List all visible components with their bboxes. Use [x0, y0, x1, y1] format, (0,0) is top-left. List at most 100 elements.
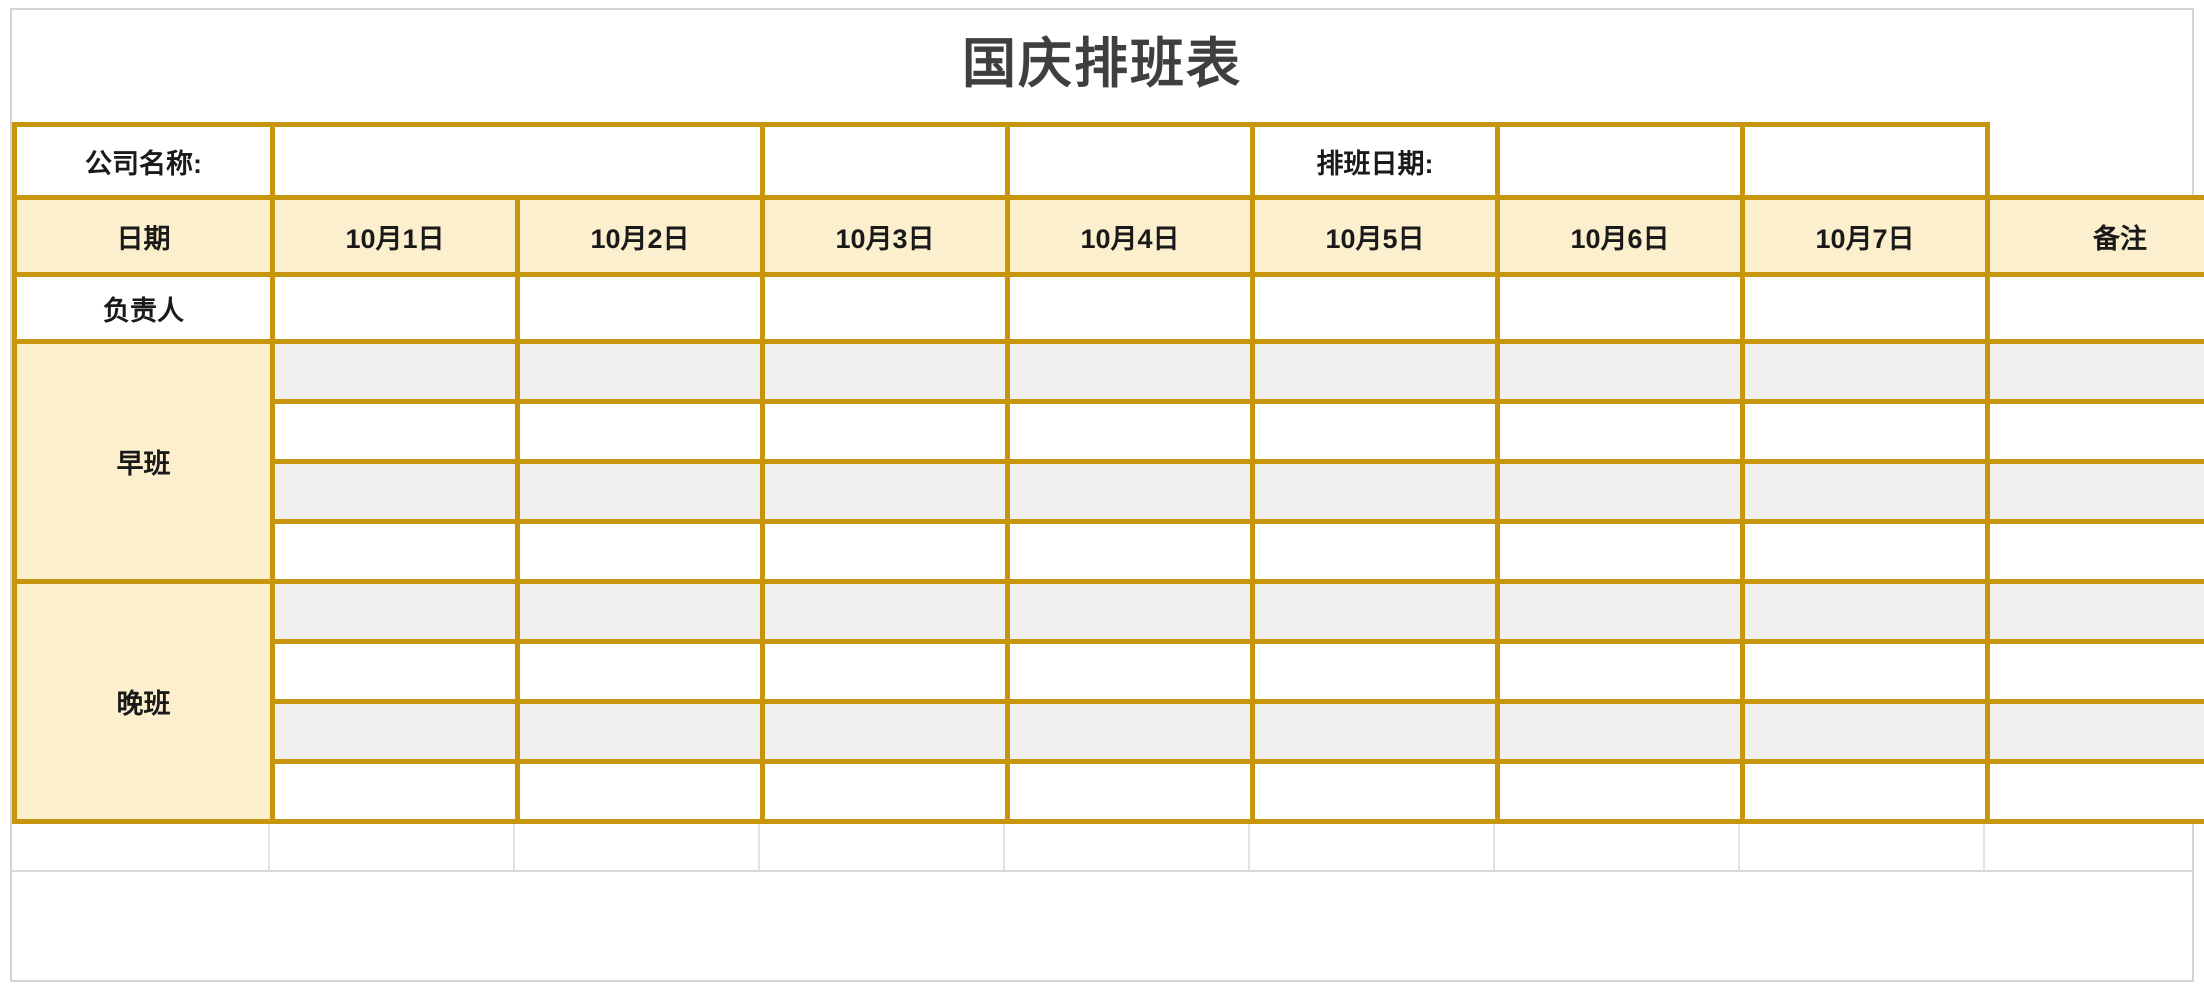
shift-cell[interactable] — [1985, 519, 2204, 584]
shift-cell[interactable] — [1740, 759, 1990, 824]
schedule-date-input[interactable] — [1495, 122, 1745, 200]
shift-cell[interactable] — [515, 399, 765, 464]
shift-cell[interactable] — [270, 459, 520, 524]
shift-cell[interactable] — [515, 699, 765, 764]
shift-cell[interactable] — [1495, 639, 1745, 704]
shift-cell[interactable] — [1495, 459, 1745, 524]
owner-row-label: 负责人 — [12, 272, 275, 344]
table-row — [15, 459, 2204, 524]
shift-cell[interactable] — [1250, 339, 1500, 404]
company-name-label: 公司名称: — [12, 122, 275, 200]
table-row — [15, 699, 2204, 764]
shift-cell[interactable] — [270, 639, 520, 704]
shift-cell[interactable] — [1250, 759, 1500, 824]
shift-cell[interactable] — [1495, 699, 1745, 764]
shift-cell[interactable] — [270, 759, 520, 824]
shift-cell[interactable] — [270, 339, 520, 404]
owner-cell[interactable] — [760, 272, 1010, 344]
shift-cell[interactable] — [1985, 339, 2204, 404]
shift-cell[interactable] — [760, 639, 1010, 704]
shift-cell[interactable] — [515, 519, 765, 584]
owner-cell[interactable] — [1250, 272, 1500, 344]
shift-cell[interactable] — [1005, 519, 1255, 584]
shift-cell[interactable] — [1250, 639, 1500, 704]
header-cell-oct-2: 10月2日 — [515, 195, 765, 277]
shift-cell[interactable] — [1985, 459, 2204, 524]
header-cell-oct-7: 10月7日 — [1740, 195, 1990, 277]
grid-cell[interactable] — [515, 824, 760, 870]
info-blank-2[interactable] — [760, 122, 1010, 200]
shift-cell[interactable] — [1005, 339, 1255, 404]
shift-cell[interactable] — [1005, 639, 1255, 704]
owner-cell[interactable] — [1005, 272, 1255, 344]
shift-cell[interactable] — [760, 699, 1010, 764]
shift-cell[interactable] — [1005, 699, 1255, 764]
shift-cell[interactable] — [1005, 459, 1255, 524]
shift-cell[interactable] — [270, 519, 520, 584]
shift-cell[interactable] — [515, 639, 765, 704]
shift-cell[interactable] — [1495, 759, 1745, 824]
grid-cell[interactable] — [1250, 824, 1495, 870]
shift-cell[interactable] — [270, 399, 520, 464]
shift-cell[interactable] — [1495, 399, 1745, 464]
shift-cell[interactable] — [1250, 459, 1500, 524]
grid-cell[interactable] — [1005, 824, 1250, 870]
header-cell-date: 日期 — [12, 195, 275, 277]
shift-cell[interactable] — [1985, 639, 2204, 704]
shift-cell[interactable] — [1005, 579, 1255, 644]
shift-cell[interactable] — [1740, 399, 1990, 464]
page-title: 国庆排班表 — [962, 34, 1242, 94]
shift-cell[interactable] — [1250, 519, 1500, 584]
grid-cell[interactable] — [270, 824, 515, 870]
shift-cell[interactable] — [1495, 579, 1745, 644]
table-row — [15, 519, 2204, 584]
shift-cell[interactable] — [1985, 759, 2204, 824]
shift-cell[interactable] — [1250, 699, 1500, 764]
shift-cell[interactable] — [270, 579, 520, 644]
shift-cell[interactable] — [760, 759, 1010, 824]
shift-cell[interactable] — [760, 579, 1010, 644]
shift-cell[interactable] — [1740, 519, 1990, 584]
shift-cell[interactable] — [1250, 579, 1500, 644]
shift-cell[interactable] — [515, 459, 765, 524]
grid-cell[interactable] — [760, 824, 1005, 870]
grid-cell[interactable] — [1495, 824, 1740, 870]
shift-cell[interactable] — [1740, 579, 1990, 644]
shift-cell[interactable] — [760, 339, 1010, 404]
table-row — [15, 639, 2204, 704]
info-blank-last[interactable] — [1740, 122, 1990, 200]
grid-cell[interactable] — [1740, 824, 1985, 870]
shift-label-morning: 早班 — [12, 339, 275, 584]
shift-cell[interactable] — [760, 459, 1010, 524]
shift-cell[interactable] — [1740, 459, 1990, 524]
owner-cell[interactable] — [515, 272, 765, 344]
shift-cell[interactable] — [1985, 579, 2204, 644]
shift-cell[interactable] — [1495, 519, 1745, 584]
shift-cell[interactable] — [1005, 399, 1255, 464]
owner-cell[interactable] — [1495, 272, 1745, 344]
header-row: 日期 10月1日 10月2日 10月3日 10月4日 10月5日 10月6日 1… — [12, 195, 2204, 277]
shift-cell[interactable] — [760, 519, 1010, 584]
info-blank-3[interactable] — [1005, 122, 1255, 200]
shift-cell[interactable] — [760, 399, 1010, 464]
owner-cell[interactable] — [270, 272, 520, 344]
shift-cell[interactable] — [515, 759, 765, 824]
shift-cell[interactable] — [1740, 699, 1990, 764]
shift-cell[interactable] — [1250, 399, 1500, 464]
company-name-input[interactable] — [270, 122, 765, 200]
shift-cell[interactable] — [1985, 399, 2204, 464]
shift-cell[interactable] — [1495, 339, 1745, 404]
shift-cell[interactable] — [515, 339, 765, 404]
owner-cell[interactable] — [1985, 272, 2204, 344]
header-cell-remarks: 备注 — [1985, 195, 2204, 277]
shift-cell[interactable] — [1005, 759, 1255, 824]
shift-cell[interactable] — [270, 699, 520, 764]
shift-cell[interactable] — [1985, 699, 2204, 764]
shift-cell[interactable] — [515, 579, 765, 644]
grid-cell[interactable] — [1985, 824, 2192, 870]
owner-cell[interactable] — [1740, 272, 1990, 344]
shift-cell[interactable] — [1740, 639, 1990, 704]
shift-cell[interactable] — [1740, 339, 1990, 404]
grid-cell[interactable] — [12, 824, 270, 870]
